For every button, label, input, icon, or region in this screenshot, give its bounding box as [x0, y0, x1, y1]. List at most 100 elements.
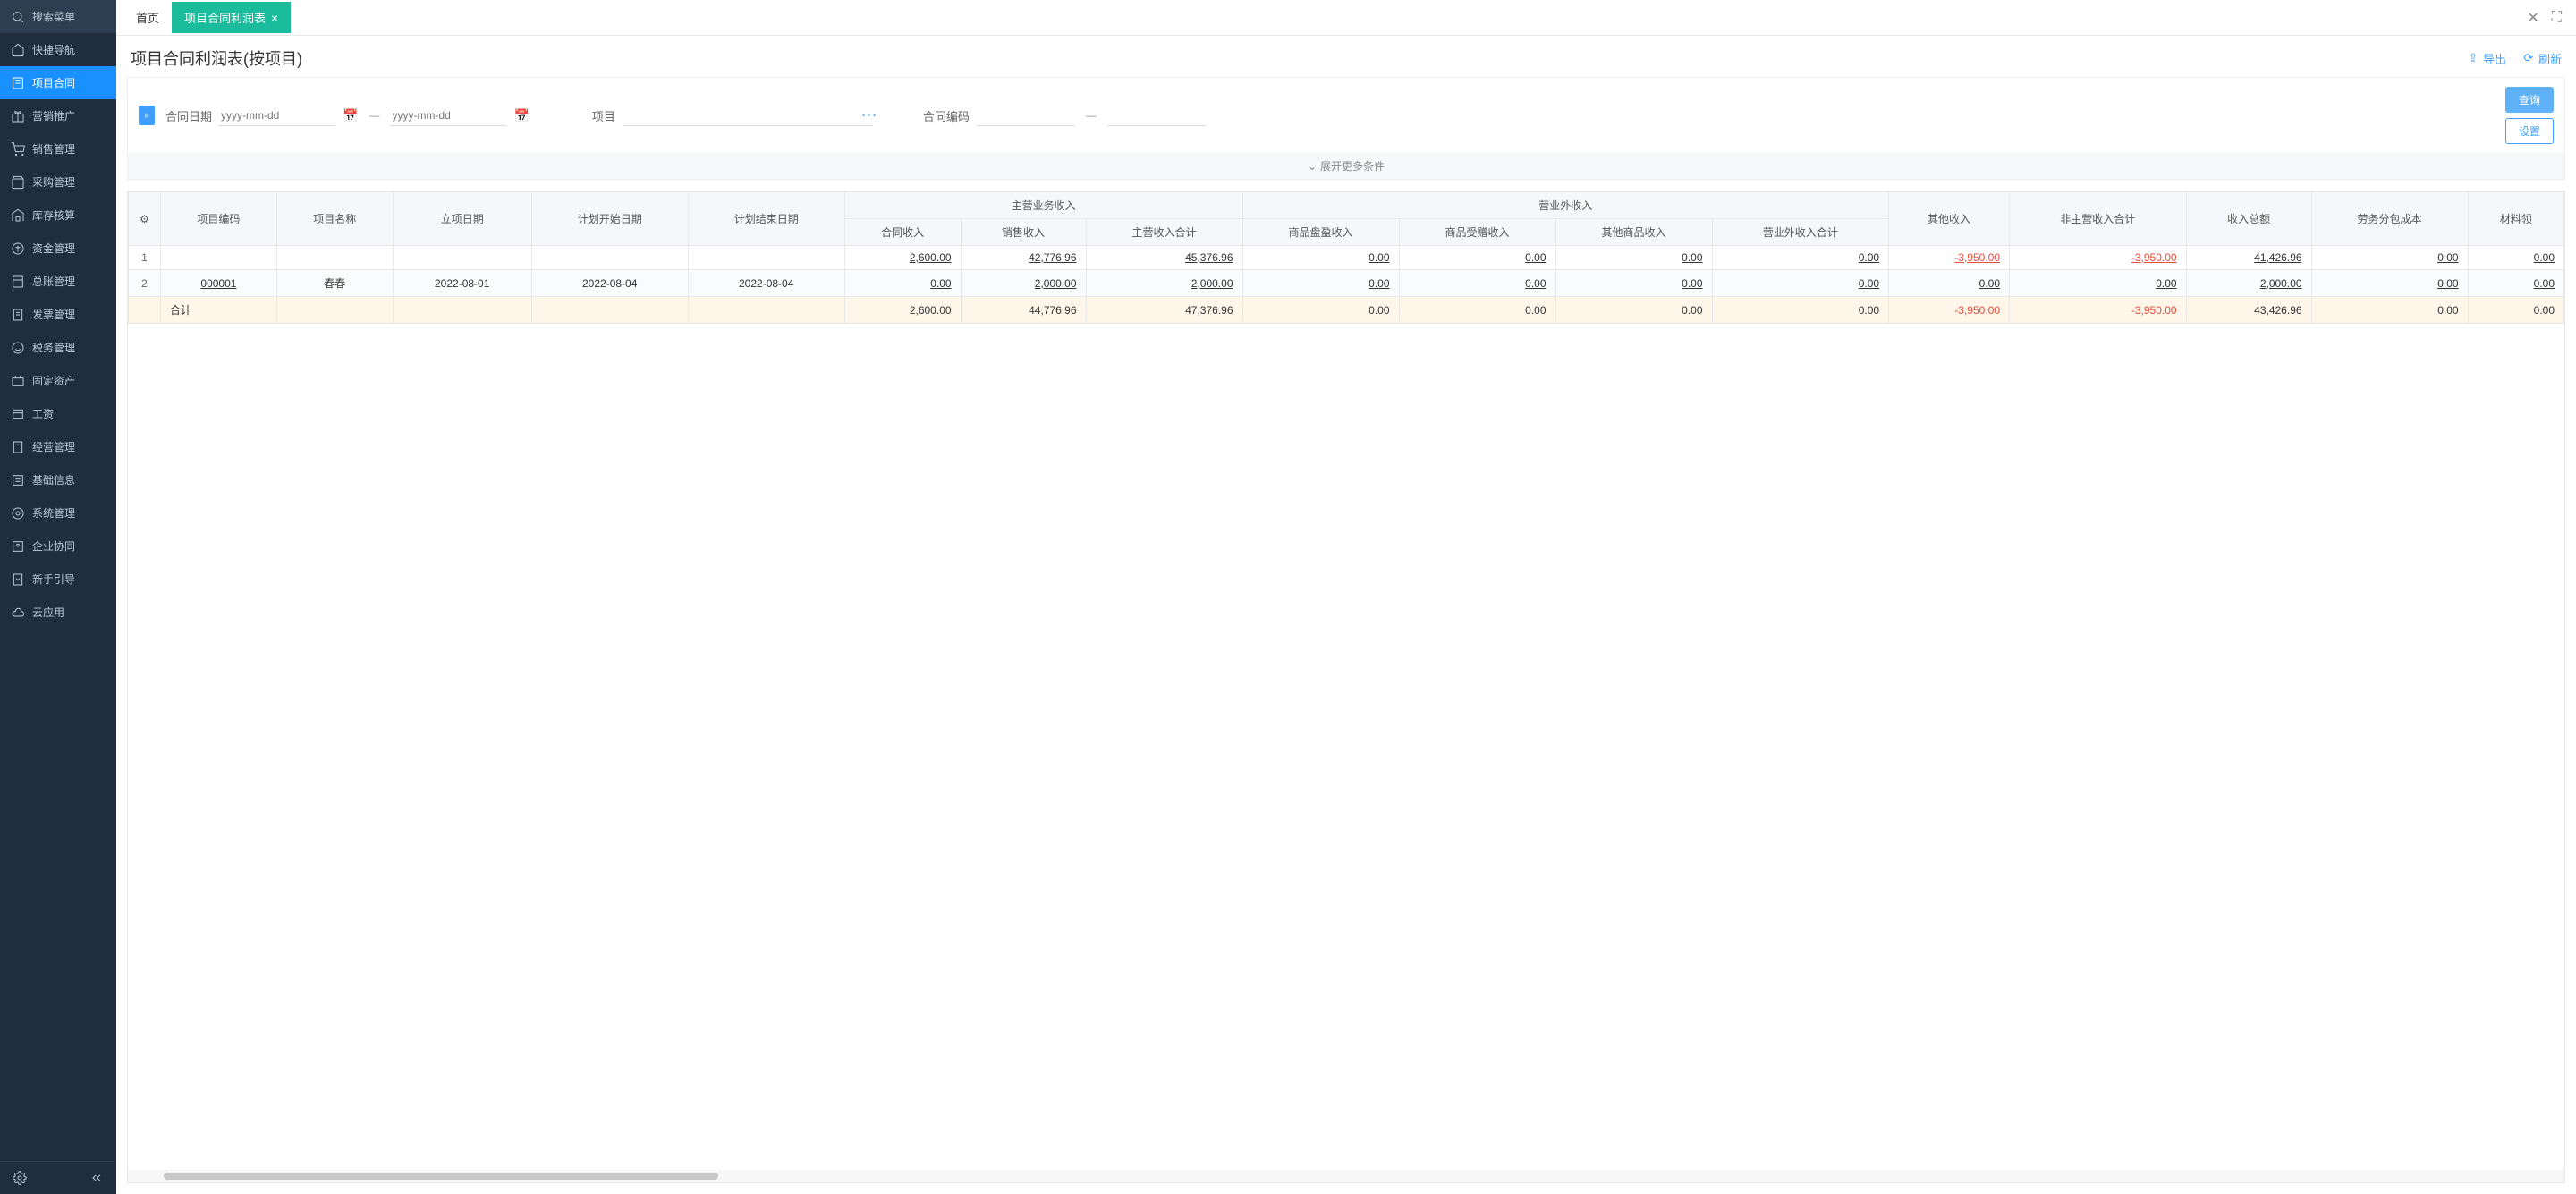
footer-contract-income: 2,600.00	[844, 297, 961, 324]
sidebar-item-15[interactable]: 系统管理	[0, 496, 116, 529]
cell-contract-income[interactable]: 0.00	[844, 270, 961, 297]
sidebar-item-13[interactable]: 经营管理	[0, 430, 116, 463]
sidebar-item-17[interactable]: 新手引导	[0, 563, 116, 596]
table-row[interactable]: 2000001春春2022-08-012022-08-042022-08-040…	[129, 270, 2564, 297]
cell-non-op-income-total[interactable]: 0.00	[1712, 246, 1889, 270]
sidebar-item-10[interactable]: 税务管理	[0, 331, 116, 364]
col-plan-start[interactable]: 计划开始日期	[531, 192, 688, 246]
cell-create-date: 2022-08-01	[393, 270, 531, 297]
col-plan-end[interactable]: 计划结束日期	[688, 192, 844, 246]
gear-column-header[interactable]: ⚙	[129, 192, 161, 246]
table-scroll[interactable]: ⚙ 项目编码 项目名称 立项日期 计划开始日期 计划结束日期 主营业务收入 营业…	[128, 191, 2564, 1170]
sidebar-item-3[interactable]: 营销推广	[0, 99, 116, 132]
cell-main-income-total[interactable]: 2,000.00	[1086, 270, 1242, 297]
team-icon	[11, 539, 25, 554]
sidebar-item-14[interactable]: 基础信息	[0, 463, 116, 496]
cell-non-op-income-total[interactable]: 0.00	[1712, 270, 1889, 297]
cell-project-code[interactable]: 000001	[161, 270, 277, 297]
expand-more-button[interactable]: ⌄ 展开更多条件	[128, 153, 2564, 179]
tab-active[interactable]: 项目合同利润表 ×	[172, 2, 291, 33]
sidebar-item-0[interactable]: 搜索菜单	[0, 0, 116, 33]
cell-other-goods-income[interactable]: 0.00	[1555, 246, 1712, 270]
table-row[interactable]: 12,600.0042,776.9645,376.960.000.000.000…	[129, 246, 2564, 270]
col-sales-income[interactable]: 销售收入	[961, 219, 1086, 246]
settings-icon[interactable]	[13, 1171, 27, 1185]
col-create-date[interactable]: 立项日期	[393, 192, 531, 246]
sidebar-scroll[interactable]: 搜索菜单快捷导航项目合同营销推广销售管理采购管理库存核算资金管理总账管理发票管理…	[0, 0, 116, 1161]
col-project-name[interactable]: 项目名称	[276, 192, 393, 246]
lookup-icon[interactable]: ···	[862, 109, 878, 122]
cell-goods-surplus[interactable]: 0.00	[1242, 270, 1399, 297]
cell-project-name	[276, 246, 393, 270]
cell-main-income-total[interactable]: 45,376.96	[1086, 246, 1242, 270]
contract-date-from-input[interactable]	[219, 106, 335, 126]
cell-labor-sub-cost[interactable]: 0.00	[2311, 246, 2468, 270]
col-labor-sub-cost[interactable]: 劳务分包成本	[2311, 192, 2468, 246]
sidebar-item-label: 固定资产	[32, 373, 75, 388]
cell-material-cost[interactable]: 0.00	[2468, 270, 2563, 297]
col-income-total[interactable]: 收入总额	[2186, 192, 2311, 246]
col-non-main-income-total[interactable]: 非主营收入合计	[2010, 192, 2187, 246]
col-other-income[interactable]: 其他收入	[1889, 192, 2010, 246]
calendar-icon[interactable]: 📅	[513, 108, 529, 123]
calendar-icon[interactable]: 📅	[343, 108, 358, 123]
bag-icon	[11, 175, 25, 190]
contract-code-from-input[interactable]	[977, 106, 1075, 126]
sidebar-item-1[interactable]: 快捷导航	[0, 33, 116, 66]
export-button[interactable]: ⇪ 导出	[2467, 50, 2506, 67]
col-non-op-income-total[interactable]: 营业外收入合计	[1712, 219, 1889, 246]
col-goods-surplus[interactable]: 商品盘盈收入	[1242, 219, 1399, 246]
tab-home[interactable]: 首页	[123, 2, 172, 33]
horizontal-scrollbar[interactable]	[128, 1170, 2564, 1182]
cell-sales-income[interactable]: 42,776.96	[961, 246, 1086, 270]
asset-icon	[11, 374, 25, 388]
col-material-cost[interactable]: 材料领	[2468, 192, 2563, 246]
cell-project-code[interactable]	[161, 246, 277, 270]
sidebar-item-2[interactable]: 项目合同	[0, 66, 116, 99]
cell-other-income[interactable]: 0.00	[1889, 270, 2010, 297]
cell-non-main-income-total[interactable]: -3,950.00	[2010, 246, 2187, 270]
tab-close-icon[interactable]: ×	[271, 12, 278, 24]
cell-income-total[interactable]: 41,426.96	[2186, 246, 2311, 270]
cell-goods-donation[interactable]: 0.00	[1399, 270, 1555, 297]
cell-other-income[interactable]: -3,950.00	[1889, 246, 2010, 270]
tax-icon	[11, 341, 25, 355]
sidebar-item-6[interactable]: 库存核算	[0, 199, 116, 232]
sidebar-item-16[interactable]: 企业协同	[0, 529, 116, 563]
sidebar-item-label: 经营管理	[32, 439, 75, 454]
col-contract-income[interactable]: 合同收入	[844, 219, 961, 246]
cell-non-main-income-total[interactable]: 0.00	[2010, 270, 2187, 297]
scrollbar-thumb[interactable]	[164, 1173, 718, 1180]
query-button[interactable]: 查询	[2505, 87, 2554, 113]
contract-date-to-input[interactable]	[390, 106, 506, 126]
sidebar-item-11[interactable]: 固定资产	[0, 364, 116, 397]
cell-other-goods-income[interactable]: 0.00	[1555, 270, 1712, 297]
settings-button[interactable]: 设置	[2505, 118, 2554, 144]
close-all-icon[interactable]: ✕	[2527, 9, 2538, 27]
sidebar-item-5[interactable]: 采购管理	[0, 165, 116, 199]
cell-contract-income[interactable]: 2,600.00	[844, 246, 961, 270]
col-other-goods-income[interactable]: 其他商品收入	[1555, 219, 1712, 246]
refresh-button[interactable]: ⟳ 刷新	[2522, 50, 2562, 67]
cell-income-total[interactable]: 2,000.00	[2186, 270, 2311, 297]
sidebar-item-8[interactable]: 总账管理	[0, 265, 116, 298]
sidebar-item-4[interactable]: 销售管理	[0, 132, 116, 165]
sidebar-item-label: 营销推广	[32, 108, 75, 123]
sidebar-item-7[interactable]: 资金管理	[0, 232, 116, 265]
cell-labor-sub-cost[interactable]: 0.00	[2311, 270, 2468, 297]
fullscreen-icon[interactable]: ⛶	[2552, 10, 2562, 26]
cell-material-cost[interactable]: 0.00	[2468, 246, 2563, 270]
contract-code-to-input[interactable]	[1107, 106, 1206, 126]
project-input[interactable]	[623, 106, 873, 126]
sidebar-item-12[interactable]: 工资	[0, 397, 116, 430]
col-project-code[interactable]: 项目编码	[161, 192, 277, 246]
cell-goods-donation[interactable]: 0.00	[1399, 246, 1555, 270]
col-main-income-total[interactable]: 主营收入合计	[1086, 219, 1242, 246]
cell-goods-surplus[interactable]: 0.00	[1242, 246, 1399, 270]
cell-sales-income[interactable]: 2,000.00	[961, 270, 1086, 297]
col-goods-donation[interactable]: 商品受赠收入	[1399, 219, 1555, 246]
collapse-sidebar-icon[interactable]	[89, 1171, 104, 1185]
filter-collapse-button[interactable]: »	[139, 106, 155, 125]
sidebar-item-9[interactable]: 发票管理	[0, 298, 116, 331]
sidebar-item-18[interactable]: 云应用	[0, 596, 116, 629]
